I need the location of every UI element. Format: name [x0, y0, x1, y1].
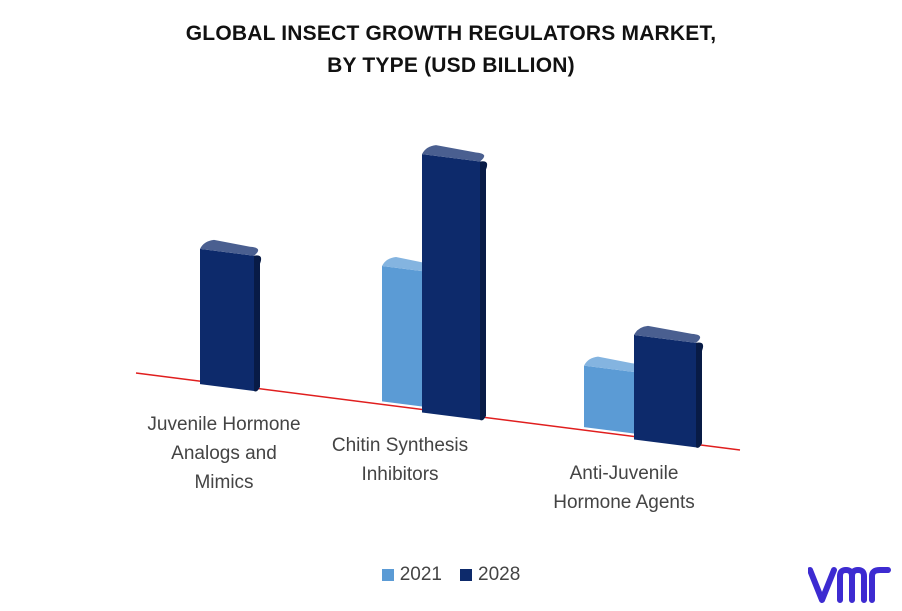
legend-item-2028: 2028	[460, 564, 520, 586]
legend-swatch-2021	[381, 569, 394, 581]
legend-swatch-2028	[460, 569, 472, 581]
bar-2028-2	[422, 145, 488, 421]
bar-2028-1	[200, 239, 262, 392]
legend-label-2021: 2021	[399, 564, 442, 585]
chart-title: GLOBAL INSECT GROWTH REGULATORS MARKET, …	[0, 18, 902, 82]
chart-legend: 2021 2028	[0, 564, 902, 586]
category-label-chitin-synthesis-inhibitors: Chitin Synthesis Inhibitors	[331, 435, 469, 485]
category-label-anti-juvenile-hormone-agents: Anti-Juvenile Hormone Agents	[553, 463, 695, 513]
chart-title-line-2: BY TYPE (USD BILLION)	[327, 54, 575, 77]
legend-label-2028: 2028	[478, 564, 521, 585]
legend-item-2021: 2021	[381, 564, 442, 586]
category-label-juvenile-hormone-analogs: Juvenile Hormone Analogs and Mimics	[147, 414, 301, 493]
chart-title-line-1: GLOBAL INSECT GROWTH REGULATORS MARKET,	[185, 22, 717, 45]
vmr-logo-icon	[808, 567, 891, 603]
bar-2028-3	[634, 325, 704, 448]
